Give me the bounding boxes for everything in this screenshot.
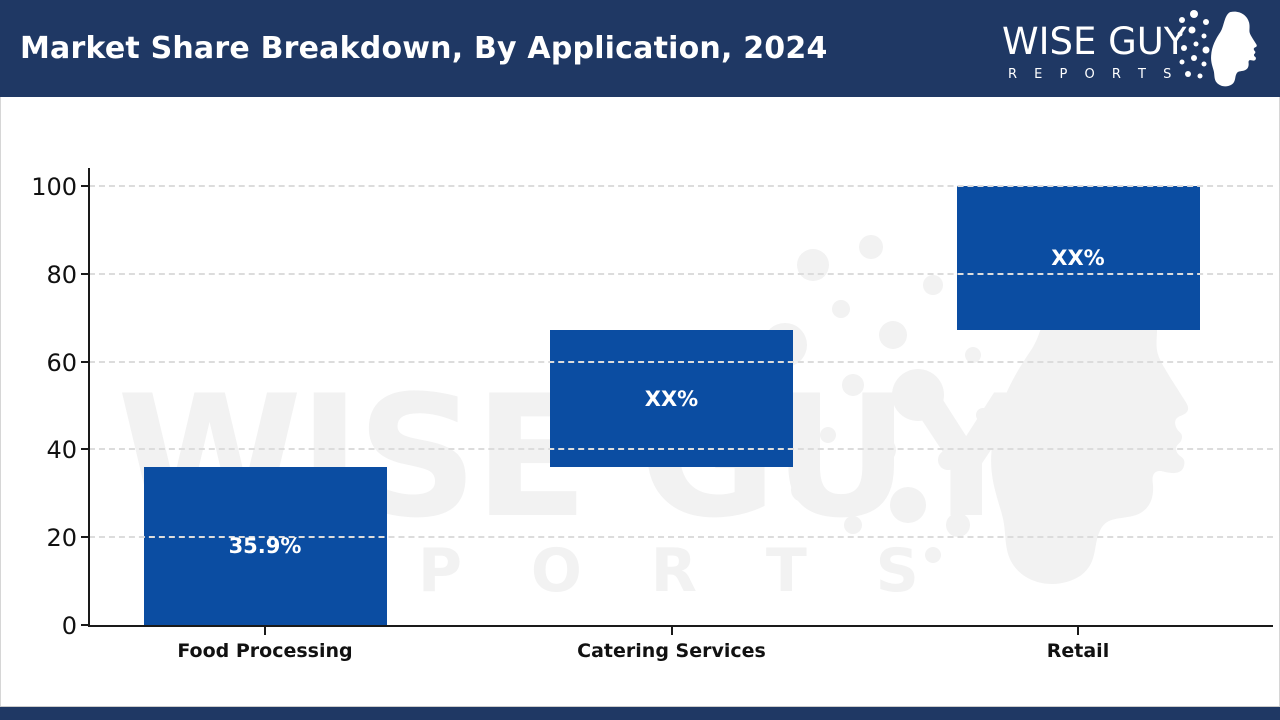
gridline-100 — [89, 185, 1273, 187]
x-category-label-1: Catering Services — [577, 640, 766, 662]
y-tick-label-0: 0 — [61, 612, 77, 640]
logo-dots-icon — [1177, 9, 1210, 78]
logo-wordmark: WISE GUY — [1002, 20, 1187, 63]
bar-0 — [143, 467, 387, 625]
x-tick-mark-0 — [264, 627, 266, 635]
gridline-40 — [89, 448, 1273, 451]
y-tick-mark-60 — [81, 360, 89, 363]
y-tick-mark-20 — [81, 536, 89, 539]
x-category-label-2: Retail — [1046, 640, 1110, 662]
gridline-20 — [89, 536, 1273, 539]
y-tick-mark-0 — [81, 624, 89, 626]
bar-value-label-1: XX% — [644, 386, 699, 411]
y-tick-label-20: 20 — [46, 524, 77, 553]
y-tick-label-80: 80 — [46, 260, 77, 289]
gridline-60 — [89, 360, 1273, 363]
y-tick-mark-40 — [81, 448, 89, 451]
footer-divider — [0, 706, 1280, 707]
y-tick-mark-100 — [81, 185, 89, 187]
y-axis — [88, 168, 90, 625]
x-tick-mark-1 — [670, 627, 673, 635]
y-tick-label-60: 60 — [46, 348, 77, 377]
bar-value-label-0: 35.9% — [228, 534, 302, 559]
chart-title: Market Share Breakdown, By Application, … — [20, 31, 828, 66]
logo-face-icon — [1211, 11, 1257, 86]
y-tick-label-100: 100 — [31, 173, 77, 201]
x-axis — [88, 625, 1273, 627]
y-tick-mark-80 — [81, 272, 89, 275]
footer-bar — [0, 707, 1280, 720]
bar-1 — [550, 329, 793, 468]
x-tick-mark-2 — [1077, 627, 1079, 635]
wiseguy-logo: WISE GUY R E P O R T S — [1002, 9, 1257, 86]
gridline-80 — [89, 272, 1273, 275]
logo-subtitle: R E P O R T S — [1008, 67, 1178, 82]
header: Market Share Breakdown, By Application, … — [0, 0, 1280, 97]
bar-value-label-2: XX% — [1051, 245, 1105, 270]
y-tick-label-40: 40 — [46, 436, 77, 465]
x-category-label-0: Food Processing — [177, 640, 353, 662]
plot-area: WISE GUY R E P O R T S 35.9% XX% XX% 0 20 40 6… — [0, 97, 1280, 707]
